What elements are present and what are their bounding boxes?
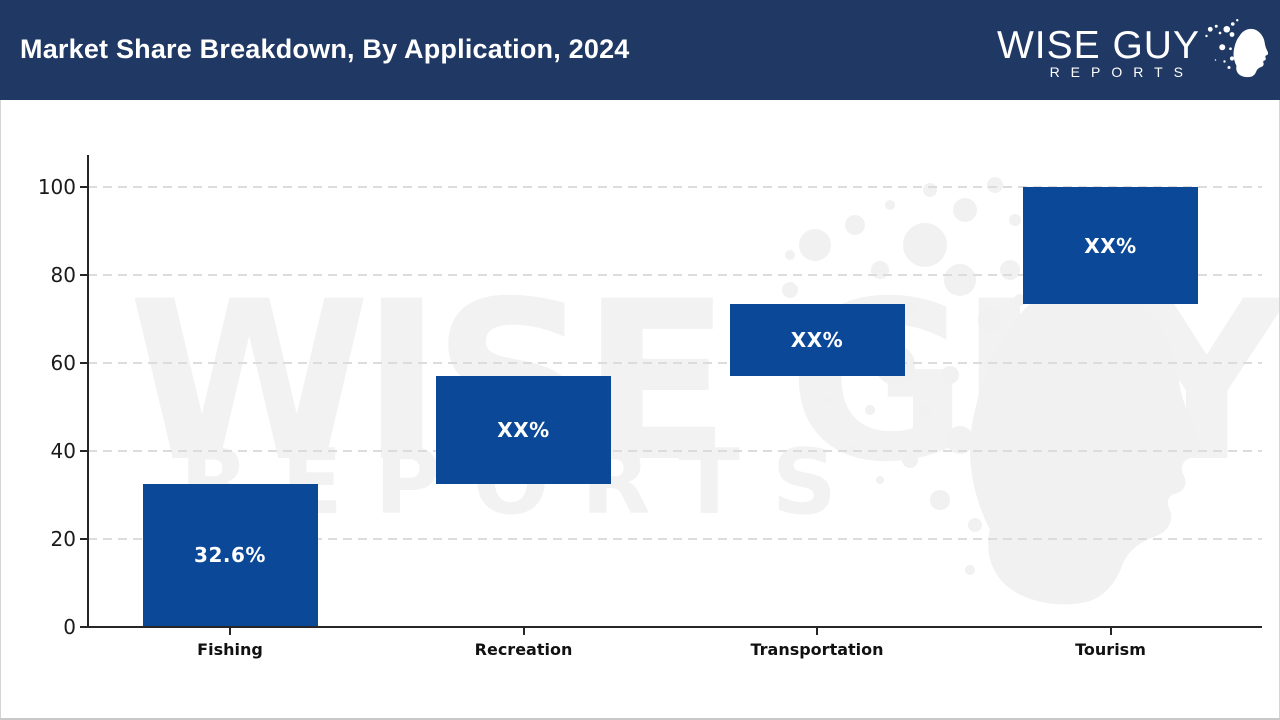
y-axis-tick [80,538,88,540]
bar-tourism: XX% [1023,187,1198,305]
y-axis-tick [80,362,88,364]
page-title: Market Share Breakdown, By Application, … [20,34,630,64]
gridline-60 [88,362,1262,364]
bar-fishing: 32.6% [142,483,318,627]
x-axis-tick [816,628,818,635]
x-axis-line [87,626,1262,628]
y-tick-label: 40 [50,439,76,463]
gridline-100 [88,186,1262,188]
gridline-20 [88,538,1262,540]
gridline-40 [88,450,1262,452]
header: Market Share Breakdown, By Application, … [0,0,1280,100]
category-label-fishing: Fishing [197,640,263,659]
waterfall-chart: 0 20 40 60 80 100 32.6% XX% XX% XX% Fishing Recreat… [0,100,1280,720]
y-axis-tick [80,450,88,452]
bar-value-label: XX% [497,417,550,442]
page-border-left [0,100,1,720]
y-axis-tick [80,186,88,188]
bar-transportation: XX% [729,304,905,377]
chart-area: WISE GUY REPORTS 02040608010032.6%XX%XX%… [0,100,1280,720]
wiseguy-face-icon [1205,19,1268,78]
bar-recreation: XX% [436,376,611,484]
y-axis-tick [80,274,88,276]
x-axis-tick [1109,628,1112,635]
y-axis-tick [80,626,88,628]
logo-wordmark: WISE GUY [996,24,1200,67]
category-label-recreation: Recreation [474,640,573,659]
x-axis-tick [229,628,231,635]
bar-value-label: XX% [1084,233,1137,258]
bar-value-label: XX% [790,328,844,353]
category-label-transportation: Transportation [750,640,884,659]
y-tick-label: 80 [50,263,76,287]
y-tick-label: 20 [50,527,76,551]
y-tick-label: 0 [63,615,76,639]
y-axis-line [87,155,89,628]
gridline-80 [88,274,1262,276]
bar-value-label: 32.6% [194,543,266,568]
x-axis-tick [522,628,525,635]
logo-subtitle: REPORTS [1049,64,1194,80]
category-label-tourism: Tourism [1075,640,1146,659]
page-border-bottom [0,718,1280,720]
y-tick-label: 60 [50,351,76,375]
y-tick-label: 100 [37,175,76,199]
wiseguy-logo: WISE GUY REPORTS [997,0,1270,100]
